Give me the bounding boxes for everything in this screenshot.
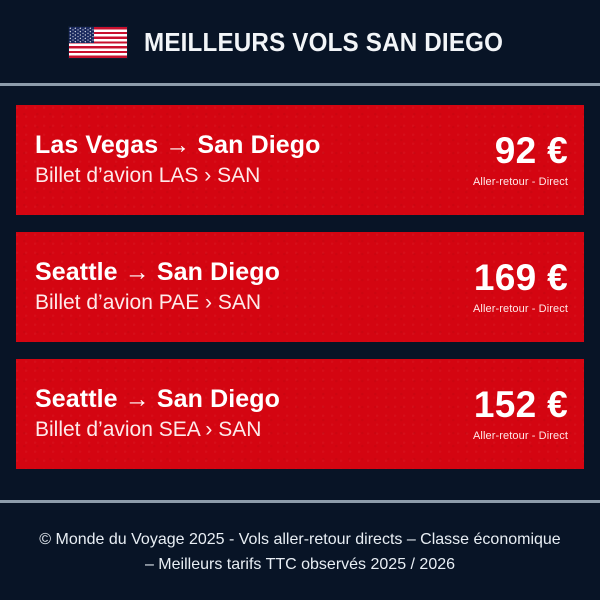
flight-card-info: Seattle → San Diego Billet d’avion SEA ›… <box>35 385 473 444</box>
flight-route: Seattle → San Diego <box>35 257 281 286</box>
flight-list: Las Vegas → San Diego Billet d’avion LAS… <box>16 105 584 486</box>
flight-card-info: Seattle → San Diego Billet d’avion PAE ›… <box>35 258 473 317</box>
poster-header: MEILLEURS VOLS SAN DIEGO <box>0 0 600 84</box>
flight-card[interactable]: Las Vegas → San Diego Billet d’avion LAS… <box>16 105 584 215</box>
flag-stars <box>69 26 95 44</box>
flight-price: 152 € <box>473 384 568 425</box>
flight-price-block: 169 € Aller-retour - Direct <box>473 259 568 315</box>
flight-fare-note: Aller-retour - Direct <box>472 430 568 442</box>
footer-text: © Monde du Voyage 2025 - Vols aller-reto… <box>39 530 561 573</box>
flight-ticket-label: Billet d’avion LAS › SAN <box>35 164 261 188</box>
page-title: MEILLEURS VOLS SAN DIEGO <box>144 26 504 57</box>
flight-card-info: Las Vegas → San Diego Billet d’avion LAS… <box>35 131 473 190</box>
flight-ticket-label: Billet d’avion PAE › SAN <box>35 291 262 315</box>
header-divider <box>0 83 600 86</box>
flight-price-block: 152 € Aller-retour - Direct <box>473 386 568 442</box>
flight-route: Las Vegas → San Diego <box>35 130 321 159</box>
flight-ticket-label: Billet d’avion SEA › SAN <box>35 418 262 442</box>
flight-card[interactable]: Seattle → San Diego Billet d’avion SEA ›… <box>16 359 584 469</box>
poster-footer: © Monde du Voyage 2025 - Vols aller-reto… <box>0 505 600 600</box>
flight-card[interactable]: Seattle → San Diego Billet d’avion PAE ›… <box>16 232 584 342</box>
flight-price-block: 92 € Aller-retour - Direct <box>473 132 568 188</box>
flight-price: 92 € <box>494 130 568 171</box>
flight-price: 169 € <box>473 257 568 298</box>
flight-route: Seattle → San Diego <box>35 384 281 413</box>
footer-divider <box>0 500 600 503</box>
flight-fare-note: Aller-retour - Direct <box>472 176 568 188</box>
flight-fare-note: Aller-retour - Direct <box>472 303 568 315</box>
us-flag-icon <box>69 26 128 58</box>
